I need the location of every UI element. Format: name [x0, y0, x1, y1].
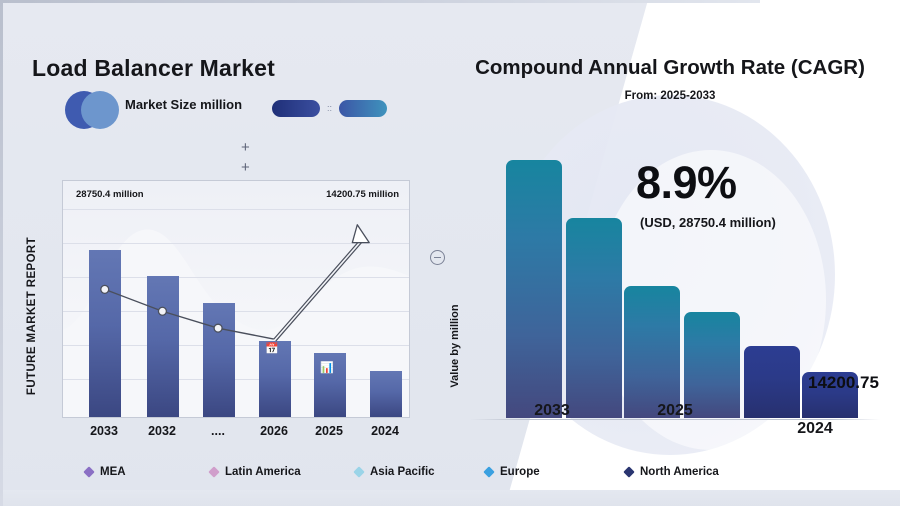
right-bar-2024-secondary[interactable]: [802, 372, 858, 418]
background-left-rule: [0, 0, 3, 506]
x-label-dots: ....: [211, 424, 225, 438]
background-bottom-strip: [0, 490, 900, 506]
cagr-usd-note: (USD, 28750.4 million): [640, 215, 776, 230]
right-bar-2025-secondary[interactable]: [684, 312, 740, 418]
bar-2033[interactable]: [89, 250, 121, 417]
gridline: [63, 243, 409, 244]
right-x-label-2024: 2024: [797, 420, 833, 437]
left-x-axis-labels: 2033 2032 .... 2026 2025 2024: [62, 424, 410, 444]
bar-2026[interactable]: [259, 341, 291, 417]
right-bar-2025-primary[interactable]: [624, 286, 680, 418]
calendar-icon: 📅: [265, 343, 279, 355]
x-label-2025: 2025: [315, 424, 343, 438]
line-marker: [157, 306, 168, 316]
cagr-title: Compound Annual Growth Rate (CAGR): [475, 56, 865, 79]
legend-label: Europe: [500, 466, 540, 478]
line-marker: [100, 284, 110, 294]
value-label-start: 28750.4 million: [76, 189, 144, 200]
page-title: Load Balancer Market: [32, 55, 276, 81]
legend-label: Latin America: [225, 466, 301, 478]
cagr-period: From: 2025-2033: [624, 90, 716, 102]
cagr-value: 8.9%: [636, 157, 737, 208]
series-pill-secondary: [339, 100, 388, 117]
watermark-layer: 📅 📊: [63, 181, 409, 417]
right-value-label: 14200.75: [808, 373, 879, 392]
value-label-end: 14200.75 million: [326, 189, 399, 200]
legend-diamond-icon: [353, 466, 365, 478]
plus-icon-1: +: [241, 139, 250, 156]
x-label-2024: 2024: [371, 424, 399, 438]
gridline: [63, 379, 409, 380]
gridline: [63, 277, 409, 278]
bar-chart-icon: 📊: [320, 362, 334, 374]
line-marker: [213, 323, 223, 333]
right-bar-2033-primary[interactable]: [506, 160, 562, 418]
x-label-2032: 2032: [148, 424, 176, 438]
legend-diamond-icon: [83, 466, 95, 478]
right-panel: Compound Annual Growth Rate (CAGR) From:…: [440, 0, 900, 506]
market-size-caption: Market Size million: [125, 97, 243, 112]
legend-diamond-icon: [208, 466, 220, 478]
gridline: [63, 311, 409, 312]
series-pill-primary: [272, 100, 320, 117]
bar-2024[interactable]: [370, 371, 402, 417]
legend-item-europe[interactable]: Europe: [483, 466, 625, 478]
left-trend-line: [100, 224, 370, 342]
legend-item-north-america[interactable]: North America: [623, 466, 719, 478]
left-y-axis-title: FUTURE MARKET REPORT: [26, 236, 38, 396]
bar-dots[interactable]: [203, 303, 235, 417]
right-x-label-2033: 2033: [534, 402, 570, 419]
legend-label: North America: [640, 466, 719, 478]
gridline: [63, 209, 409, 210]
right-bar-2033-secondary[interactable]: [566, 218, 622, 418]
legend-label: Asia Pacific: [370, 466, 435, 478]
right-chart-plot-area: 14200.75 2033 2025 2024: [460, 130, 890, 437]
legend-item-latin-america[interactable]: Latin America: [208, 466, 355, 478]
chart-legend: MEA Latin America Asia Pacific Europe No…: [83, 466, 719, 478]
background-top-rule: [0, 0, 760, 3]
venn-circles-icon: [65, 91, 119, 129]
legend-label: MEA: [100, 466, 126, 478]
plus-icon-2: +: [241, 159, 250, 176]
legend-item-asia-pacific[interactable]: Asia Pacific: [353, 466, 485, 478]
x-label-2026: 2026: [260, 424, 288, 438]
x-label-2033: 2033: [90, 424, 118, 438]
left-chart-plot-area: 28750.4 million 14200.75 million 📅 📊: [62, 180, 410, 418]
series-pill-group: ::: [272, 100, 388, 117]
left-bars-layer: [63, 181, 409, 417]
series-pill-separator: ::: [327, 103, 333, 113]
right-bar-2024-primary[interactable]: [744, 346, 800, 418]
legend-item-mea[interactable]: MEA: [83, 466, 210, 478]
left-panel: Load Balancer Market Market Size million…: [26, 55, 445, 444]
bar-2025[interactable]: [314, 353, 346, 417]
right-chart-baseline: [470, 418, 880, 420]
gridline: [63, 345, 409, 346]
bar-2032[interactable]: [147, 276, 179, 417]
right-x-label-2025: 2025: [657, 402, 693, 419]
minus-circle-icon: [430, 250, 445, 265]
